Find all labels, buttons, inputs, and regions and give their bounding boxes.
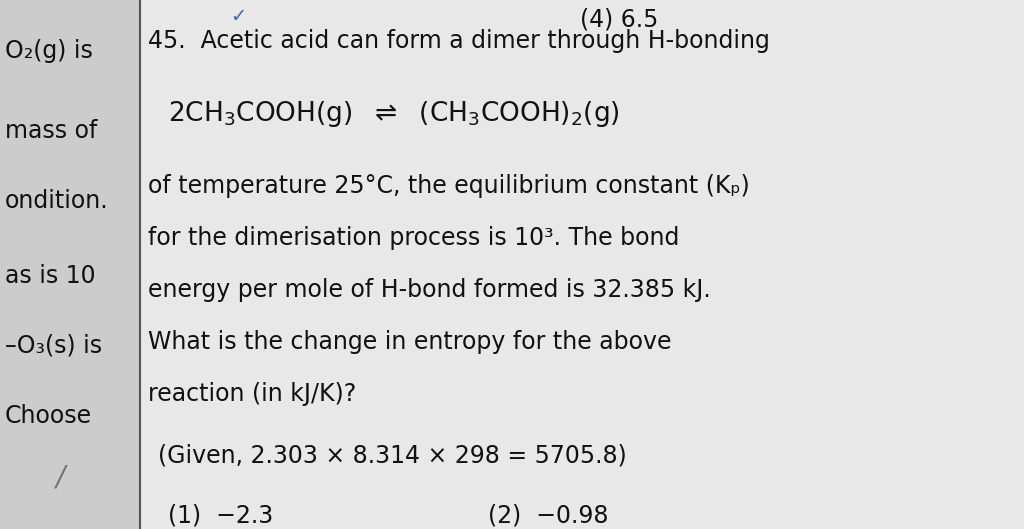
Text: ✓: ✓: [230, 7, 247, 26]
Text: (2)  −0.98: (2) −0.98: [488, 504, 609, 528]
Text: mass of: mass of: [5, 119, 97, 143]
Text: $\mathregular{2CH_3COOH(g)}$  $\rightleftharpoons$  $\mathregular{(CH_3COOH)_2(g: $\mathregular{2CH_3COOH(g)}$ $\rightleft…: [168, 99, 621, 129]
Text: reaction (in kJ/K)?: reaction (in kJ/K)?: [148, 382, 356, 406]
Text: (Given, 2.303 × 8.314 × 298 = 5705.8): (Given, 2.303 × 8.314 × 298 = 5705.8): [159, 444, 627, 468]
Text: of temperature 25°C, the equilibrium constant (Kₚ): of temperature 25°C, the equilibrium con…: [148, 174, 750, 198]
Text: ondition.: ondition.: [5, 189, 109, 213]
Text: (1)  −2.3: (1) −2.3: [168, 504, 273, 528]
Text: (4) 6.5: (4) 6.5: [580, 7, 658, 31]
Text: energy per mole of H-bond formed is 32.385 kJ.: energy per mole of H-bond formed is 32.3…: [148, 278, 711, 302]
Text: O₂(g) is: O₂(g) is: [5, 39, 93, 63]
Text: as is 10: as is 10: [5, 264, 95, 288]
Text: Choose: Choose: [5, 404, 92, 428]
Text: /: /: [55, 464, 65, 492]
Text: What is the change in entropy for the above: What is the change in entropy for the ab…: [148, 330, 672, 354]
Text: for the dimerisation process is 10³. The bond: for the dimerisation process is 10³. The…: [148, 226, 680, 250]
Text: –O₃(s) is: –O₃(s) is: [5, 334, 102, 358]
Text: 45.  Acetic acid can form a dimer through H-bonding: 45. Acetic acid can form a dimer through…: [148, 29, 770, 53]
FancyBboxPatch shape: [0, 0, 140, 529]
